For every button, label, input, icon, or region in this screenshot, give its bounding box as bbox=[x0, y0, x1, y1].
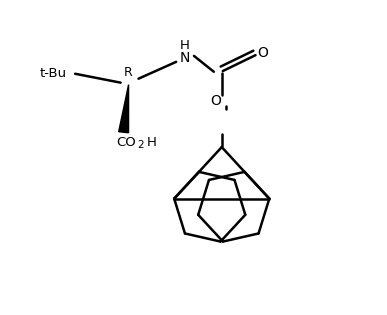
Text: R: R bbox=[124, 66, 133, 79]
Text: O: O bbox=[211, 94, 221, 107]
Polygon shape bbox=[119, 85, 128, 133]
Text: t-Bu: t-Bu bbox=[40, 67, 67, 80]
Text: CO: CO bbox=[117, 136, 137, 149]
Text: 2: 2 bbox=[137, 140, 144, 150]
Text: N: N bbox=[180, 51, 190, 65]
Text: H: H bbox=[180, 39, 190, 53]
Text: H: H bbox=[146, 136, 156, 149]
Text: O: O bbox=[257, 46, 268, 60]
